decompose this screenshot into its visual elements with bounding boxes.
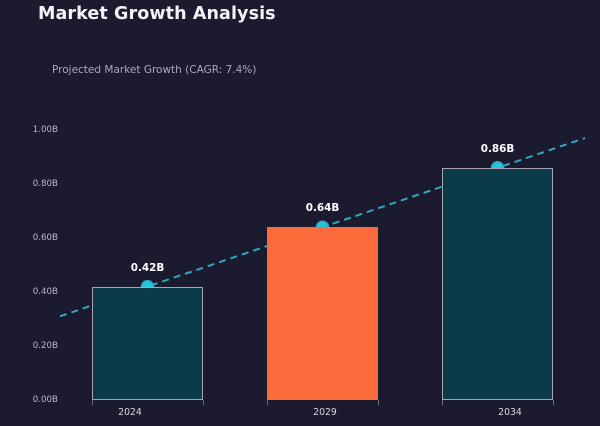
chart-title: Market Growth Analysis: [38, 4, 276, 24]
y-tick-label: 0.00B: [32, 395, 58, 405]
x-axis-tick-mark: [553, 400, 554, 405]
y-tick-label: 0.80B: [32, 179, 58, 189]
y-tick-label: 0.60B: [32, 233, 58, 243]
data-label-2034: 0.86B: [480, 142, 515, 155]
y-tick-label: 0.40B: [32, 287, 58, 297]
x-axis-tick-mark: [442, 400, 443, 405]
data-label-2024: 0.42B: [130, 261, 165, 274]
data-label-2029: 0.64B: [305, 202, 340, 215]
x-axis-tick-mark: [378, 400, 379, 405]
bar-2034: [442, 167, 553, 400]
bar-2029: [267, 227, 378, 400]
x-tick-label: 2024: [118, 407, 142, 418]
x-tick-label: 2029: [313, 407, 337, 418]
y-tick-label: 1.00B: [32, 125, 58, 135]
plot-area: [59, 130, 586, 405]
x-axis-tick-mark: [92, 400, 93, 405]
chart-subtitle: Projected Market Growth (CAGR: 7.4%): [52, 64, 257, 76]
y-tick-label: 0.20B: [32, 341, 58, 351]
y-axis-tick-labels: 0.00B 0.20B 0.40B 0.60B 0.80B 1.00B: [6, 0, 58, 426]
x-axis-tick-mark: [203, 400, 204, 405]
x-axis-tick-mark: [267, 400, 268, 405]
x-tick-label: 2034: [498, 407, 522, 418]
bar-2024: [92, 286, 203, 400]
